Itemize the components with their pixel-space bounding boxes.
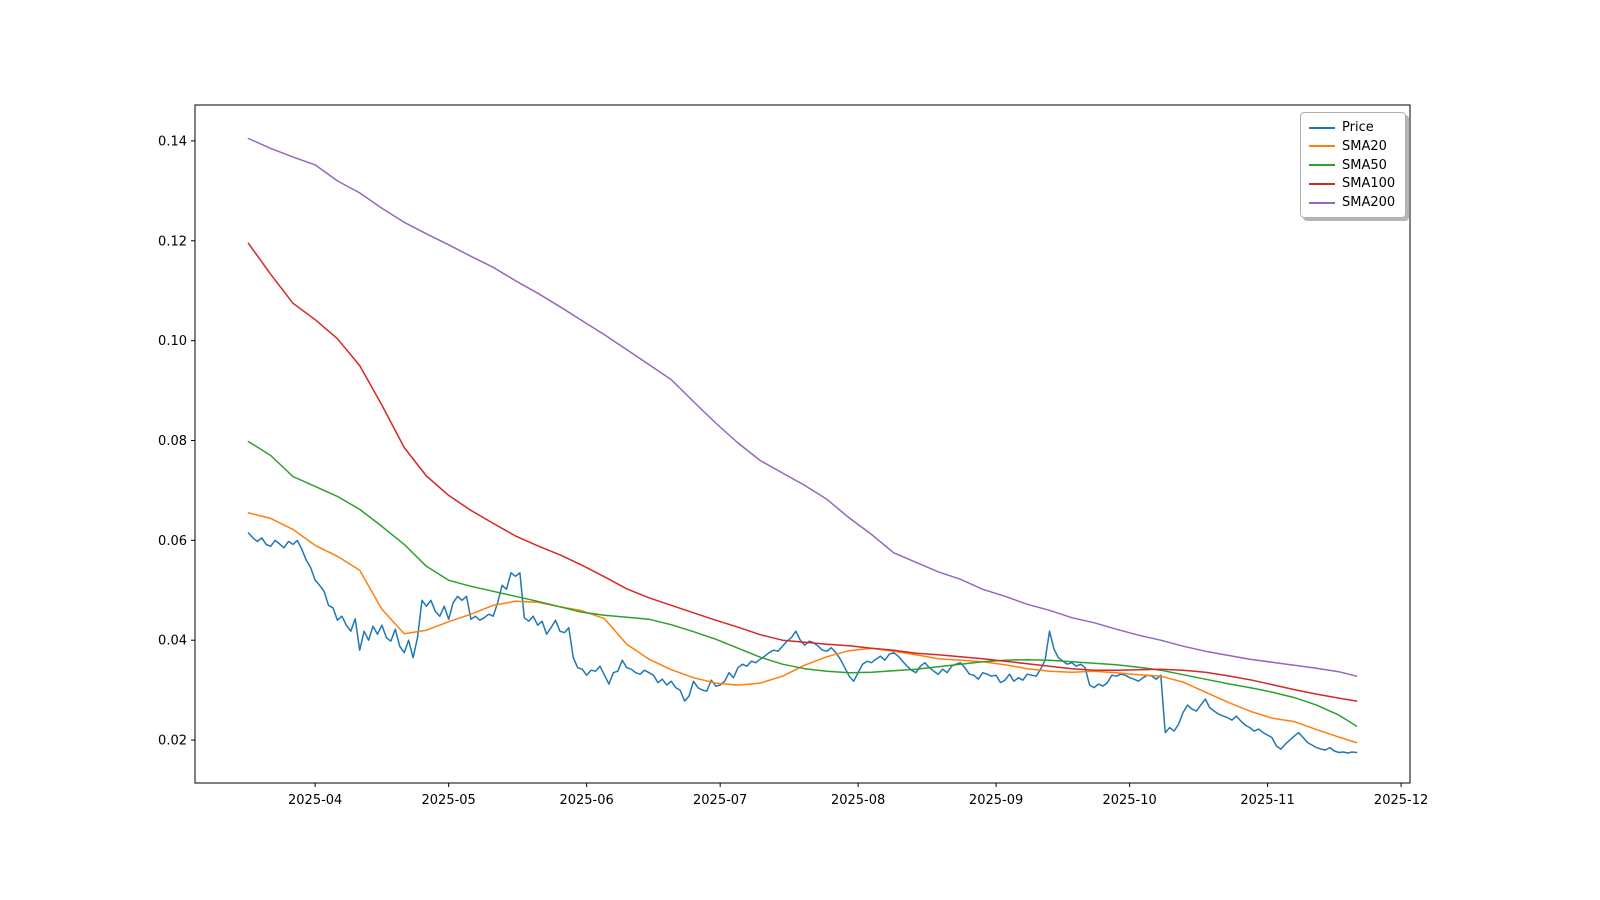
x-tick-label: 2025-11 xyxy=(1240,793,1294,808)
legend: Price SMA20 SMA50 SMA100 SMA200 xyxy=(1300,112,1406,218)
sma20-line-swatch xyxy=(1309,145,1335,148)
legend-item-sma100: SMA100 xyxy=(1309,176,1397,191)
legend-label-sma20: SMA20 xyxy=(1342,138,1387,154)
legend-item-sma50: SMA50 xyxy=(1309,158,1397,173)
sma200-line xyxy=(247,137,1358,677)
legend-label-sma200: SMA200 xyxy=(1342,195,1396,210)
x-tick-label: 2025-05 xyxy=(422,793,476,808)
x-tick-label: 2025-10 xyxy=(1102,793,1156,808)
legend-item-sma20: SMA20 xyxy=(1309,139,1397,154)
sma20-line xyxy=(247,512,1358,744)
x-tick-label: 2025-08 xyxy=(831,793,885,808)
legend-label-sma50: SMA50 xyxy=(1342,157,1387,173)
legend-item-price: Price xyxy=(1309,120,1397,135)
y-tick-label: 0.10 xyxy=(158,334,187,349)
y-tick-label: 0.14 xyxy=(158,134,187,149)
x-tick-label: 2025-06 xyxy=(559,793,613,808)
price-line-swatch xyxy=(1309,126,1335,129)
x-tick-label: 2025-04 xyxy=(288,793,342,808)
x-tick-label: 2025-07 xyxy=(693,793,747,808)
price-line xyxy=(247,532,1358,754)
x-tick-label: 2025-12 xyxy=(1374,793,1428,808)
y-tick-label: 0.12 xyxy=(158,234,187,249)
sma200-line-swatch xyxy=(1309,201,1335,204)
sma100-line-swatch xyxy=(1309,182,1335,185)
y-tick-label: 0.04 xyxy=(158,634,187,649)
legend-item-sma200: SMA200 xyxy=(1309,195,1397,210)
axes-frame xyxy=(194,104,1411,784)
legend-label-sma100: SMA100 xyxy=(1342,176,1396,192)
sma50-line xyxy=(247,440,1358,727)
sma50-line-swatch xyxy=(1309,164,1335,166)
y-tick-label: 0.08 xyxy=(158,434,187,449)
y-tick-label: 0.06 xyxy=(158,534,187,549)
legend-label-price: Price xyxy=(1342,120,1374,135)
sma100-line xyxy=(247,242,1358,702)
x-tick-label: 2025-09 xyxy=(969,793,1023,808)
y-tick-label: 0.02 xyxy=(158,734,187,749)
